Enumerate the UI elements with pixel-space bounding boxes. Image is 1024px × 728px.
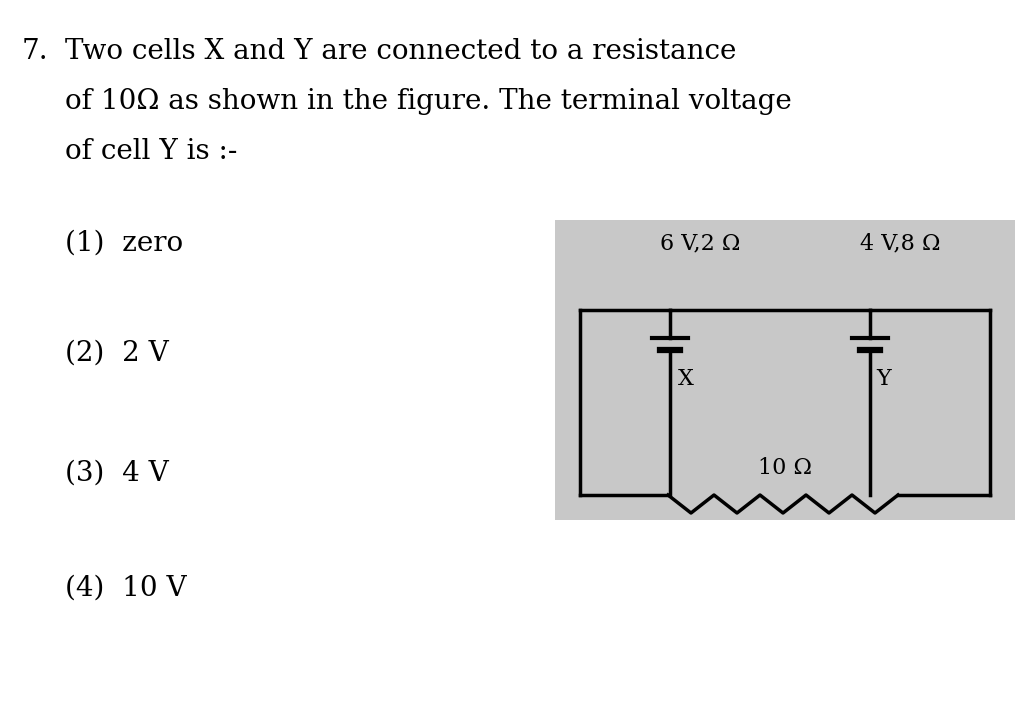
Text: Two cells X and Y are connected to a resistance: Two cells X and Y are connected to a res… (65, 38, 736, 65)
Text: 4 V,8 Ω: 4 V,8 Ω (860, 232, 940, 254)
Text: 6 V,2 Ω: 6 V,2 Ω (660, 232, 740, 254)
Text: Y: Y (876, 368, 891, 390)
Text: (1)  zero: (1) zero (65, 230, 183, 257)
Text: 10 Ω: 10 Ω (758, 457, 812, 479)
Text: 7.: 7. (22, 38, 48, 65)
Text: of 10Ω as shown in the figure. The terminal voltage: of 10Ω as shown in the figure. The termi… (65, 88, 792, 115)
Text: (2)  2 V: (2) 2 V (65, 340, 169, 367)
Bar (555, 220, 1015, 520)
Text: (4)  10 V: (4) 10 V (65, 575, 186, 602)
Text: (3)  4 V: (3) 4 V (65, 460, 169, 487)
Text: of cell Y is :-: of cell Y is :- (65, 138, 238, 165)
Text: X: X (678, 368, 694, 390)
